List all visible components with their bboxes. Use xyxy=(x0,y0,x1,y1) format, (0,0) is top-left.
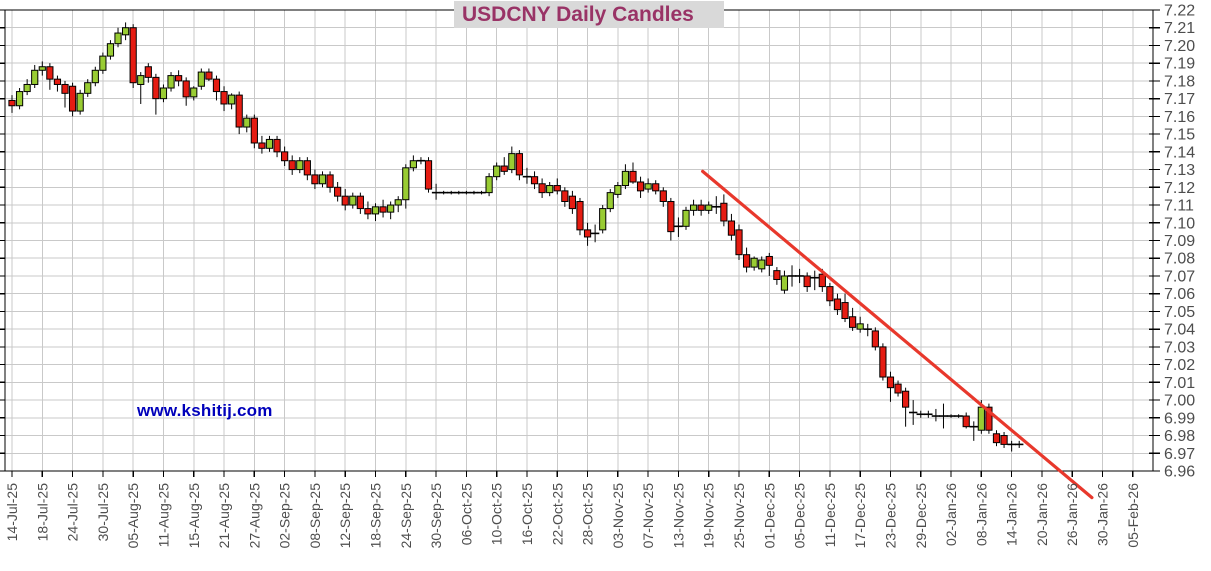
svg-text:7.07: 7.07 xyxy=(1164,268,1195,285)
svg-text:7.05: 7.05 xyxy=(1164,304,1195,321)
chart-title: USDCNY Daily Candles xyxy=(462,3,694,26)
svg-text:30-Jan-26: 30-Jan-26 xyxy=(1095,483,1111,546)
svg-text:27-Aug-25: 27-Aug-25 xyxy=(246,483,262,549)
candles-layer xyxy=(8,22,1024,452)
svg-text:29-Dec-25: 29-Dec-25 xyxy=(913,483,929,549)
svg-text:13-Nov-25: 13-Nov-25 xyxy=(670,483,686,549)
svg-text:07-Nov-25: 07-Nov-25 xyxy=(640,483,656,549)
svg-text:02-Jan-26: 02-Jan-26 xyxy=(943,483,959,546)
svg-text:11-Dec-25: 11-Dec-25 xyxy=(822,483,838,548)
svg-text:7.12: 7.12 xyxy=(1164,180,1195,197)
svg-text:05-Dec-25: 05-Dec-25 xyxy=(792,483,808,549)
svg-text:18-Sep-25: 18-Sep-25 xyxy=(368,483,384,549)
svg-text:08-Sep-25: 08-Sep-25 xyxy=(307,483,323,549)
svg-text:06-Oct-25: 06-Oct-25 xyxy=(458,483,474,545)
svg-text:18-Jul-25: 18-Jul-25 xyxy=(34,483,50,542)
watermark-link: www.kshitij.com xyxy=(137,401,273,420)
svg-text:21-Aug-25: 21-Aug-25 xyxy=(216,483,232,549)
svg-text:08-Jan-26: 08-Jan-26 xyxy=(973,483,989,546)
svg-text:01-Dec-25: 01-Dec-25 xyxy=(761,483,777,549)
svg-text:30-Sep-25: 30-Sep-25 xyxy=(428,483,444,549)
svg-text:7.06: 7.06 xyxy=(1164,286,1195,303)
svg-text:24-Jul-25: 24-Jul-25 xyxy=(65,483,81,542)
svg-text:30-Jul-25: 30-Jul-25 xyxy=(95,483,111,542)
svg-text:7.00: 7.00 xyxy=(1164,393,1195,410)
svg-text:14-Jul-25: 14-Jul-25 xyxy=(4,483,20,542)
trendline xyxy=(701,169,1094,500)
svg-text:7.19: 7.19 xyxy=(1164,56,1195,73)
axis-labels: 7.227.217.207.197.187.177.167.157.147.13… xyxy=(4,3,1195,549)
svg-text:7.22: 7.22 xyxy=(1164,3,1195,20)
svg-text:7.17: 7.17 xyxy=(1164,91,1195,108)
svg-text:7.14: 7.14 xyxy=(1164,144,1195,161)
svg-text:15-Aug-25: 15-Aug-25 xyxy=(186,483,202,549)
svg-text:25-Nov-25: 25-Nov-25 xyxy=(731,483,747,549)
svg-text:6.98: 6.98 xyxy=(1164,428,1195,445)
svg-text:7.02: 7.02 xyxy=(1164,357,1195,374)
svg-text:20-Jan-26: 20-Jan-26 xyxy=(1034,483,1050,546)
svg-text:03-Nov-25: 03-Nov-25 xyxy=(610,483,626,549)
svg-text:7.09: 7.09 xyxy=(1164,233,1195,250)
svg-text:24-Sep-25: 24-Sep-25 xyxy=(398,483,414,549)
svg-text:7.03: 7.03 xyxy=(1164,339,1195,356)
svg-text:7.11: 7.11 xyxy=(1164,198,1194,215)
svg-text:05-Feb-26: 05-Feb-26 xyxy=(1125,483,1141,548)
svg-text:7.21: 7.21 xyxy=(1164,20,1195,37)
svg-text:16-Oct-25: 16-Oct-25 xyxy=(519,483,535,545)
svg-text:12-Sep-25: 12-Sep-25 xyxy=(337,483,353,549)
svg-text:11-Aug-25: 11-Aug-25 xyxy=(155,483,171,548)
svg-text:7.13: 7.13 xyxy=(1164,162,1195,179)
svg-text:7.04: 7.04 xyxy=(1164,322,1195,339)
svg-text:6.96: 6.96 xyxy=(1164,464,1195,481)
svg-text:23-Dec-25: 23-Dec-25 xyxy=(882,483,898,549)
svg-text:6.97: 6.97 xyxy=(1164,446,1195,463)
svg-text:28-Oct-25: 28-Oct-25 xyxy=(580,483,596,545)
svg-text:7.15: 7.15 xyxy=(1164,127,1195,144)
svg-text:7.01: 7.01 xyxy=(1164,375,1195,392)
svg-text:7.20: 7.20 xyxy=(1164,38,1195,55)
svg-text:05-Aug-25: 05-Aug-25 xyxy=(125,483,141,549)
svg-text:7.18: 7.18 xyxy=(1164,73,1195,90)
svg-text:6.99: 6.99 xyxy=(1164,410,1195,427)
svg-text:14-Jan-26: 14-Jan-26 xyxy=(1004,483,1020,546)
svg-text:26-Jan-26: 26-Jan-26 xyxy=(1064,483,1080,546)
svg-text:7.16: 7.16 xyxy=(1164,109,1195,126)
svg-text:7.08: 7.08 xyxy=(1164,251,1195,268)
svg-text:10-Oct-25: 10-Oct-25 xyxy=(489,483,505,545)
svg-text:02-Sep-25: 02-Sep-25 xyxy=(277,483,293,549)
svg-text:7.10: 7.10 xyxy=(1164,215,1195,232)
svg-text:22-Oct-25: 22-Oct-25 xyxy=(549,483,565,545)
svg-text:19-Nov-25: 19-Nov-25 xyxy=(701,483,717,549)
chart-title-bar: USDCNY Daily Candles xyxy=(454,1,724,28)
svg-text:17-Dec-25: 17-Dec-25 xyxy=(852,483,868,549)
